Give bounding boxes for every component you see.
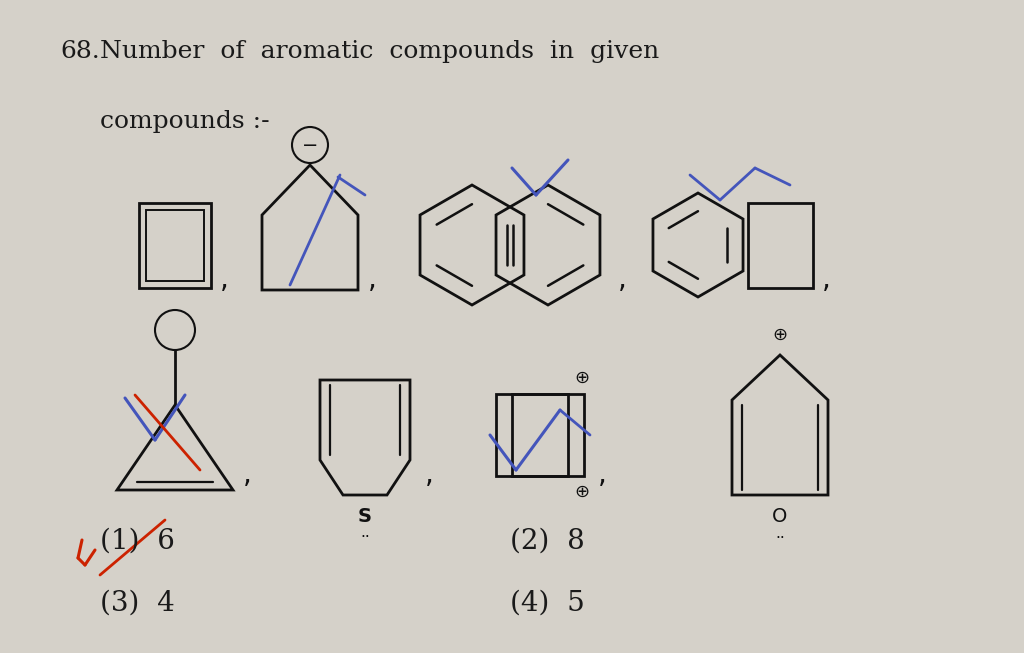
Text: ,: ,: [243, 461, 252, 489]
Text: S: S: [358, 507, 372, 526]
Text: ,: ,: [425, 461, 434, 489]
Bar: [496, 394, 568, 476]
Text: ..: ..: [360, 525, 370, 540]
Text: ⊕: ⊕: [772, 326, 787, 344]
Text: compounds :-: compounds :-: [100, 110, 269, 133]
Text: (4)  5: (4) 5: [510, 590, 585, 617]
Text: (2)  8: (2) 8: [510, 528, 585, 555]
Text: ,: ,: [598, 461, 607, 489]
Text: ⊕: ⊕: [574, 369, 590, 387]
Text: ..: ..: [775, 526, 784, 541]
Text: O: O: [772, 507, 787, 526]
Text: (1)  6: (1) 6: [100, 528, 175, 555]
Text: ⊕: ⊕: [574, 483, 590, 501]
Bar: [748, 202, 812, 287]
Text: (3)  4: (3) 4: [100, 590, 175, 617]
Text: Number  of  aromatic  compounds  in  given: Number of aromatic compounds in given: [100, 40, 659, 63]
Bar: [512, 394, 584, 476]
Text: ,: ,: [368, 266, 377, 294]
Text: ,: ,: [220, 266, 229, 294]
Bar: [139, 202, 211, 287]
Text: ,: ,: [618, 266, 627, 294]
Text: 68.: 68.: [60, 40, 99, 63]
Text: −: −: [302, 136, 318, 155]
Bar: [146, 210, 204, 281]
Text: ,: ,: [822, 266, 830, 294]
